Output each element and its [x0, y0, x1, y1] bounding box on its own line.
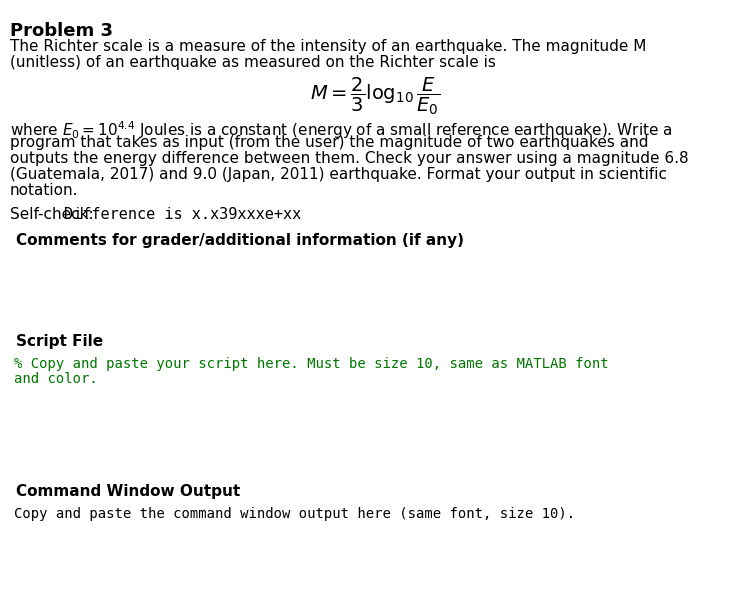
Text: Comments for grader/additional information (if any): Comments for grader/additional informati… — [16, 233, 464, 248]
Text: Problem 3: Problem 3 — [10, 22, 112, 40]
Text: $M = \dfrac{2}{3}\log_{10}\dfrac{E}{E_0}$: $M = \dfrac{2}{3}\log_{10}\dfrac{E}{E_0}… — [310, 76, 440, 117]
Text: where $E_0 = 10^{4.4}$ Joules is a constant (energy of a small reference earthqu: where $E_0 = 10^{4.4}$ Joules is a const… — [10, 119, 672, 140]
Text: notation.: notation. — [10, 183, 78, 198]
Text: (Guatemala, 2017) and 9.0 (Japan, 2011) earthquake. Format your output in scient: (Guatemala, 2017) and 9.0 (Japan, 2011) … — [10, 167, 667, 182]
Text: (unitless) of an earthquake as measured on the Richter scale is: (unitless) of an earthquake as measured … — [10, 55, 496, 70]
Text: Command Window Output: Command Window Output — [16, 484, 240, 499]
Text: % Copy and paste your script here. Must be size 10, same as MATLAB font: % Copy and paste your script here. Must … — [14, 357, 609, 371]
Text: The Richter scale is a measure of the intensity of an earthquake. The magnitude : The Richter scale is a measure of the in… — [10, 39, 646, 54]
Text: outputs the energy difference between them. Check your answer using a magnitude : outputs the energy difference between th… — [10, 151, 688, 166]
Text: program that takes as input (from the user) the magnitude of two earthquakes and: program that takes as input (from the us… — [10, 135, 648, 150]
Text: Script File: Script File — [16, 334, 103, 349]
Text: Difference is x.x39xxxe+xx: Difference is x.x39xxxe+xx — [64, 207, 302, 222]
Text: and color.: and color. — [14, 372, 98, 387]
Text: Self-check:: Self-check: — [10, 207, 98, 222]
Text: Copy and paste the command window output here (same font, size 10).: Copy and paste the command window output… — [14, 507, 575, 521]
